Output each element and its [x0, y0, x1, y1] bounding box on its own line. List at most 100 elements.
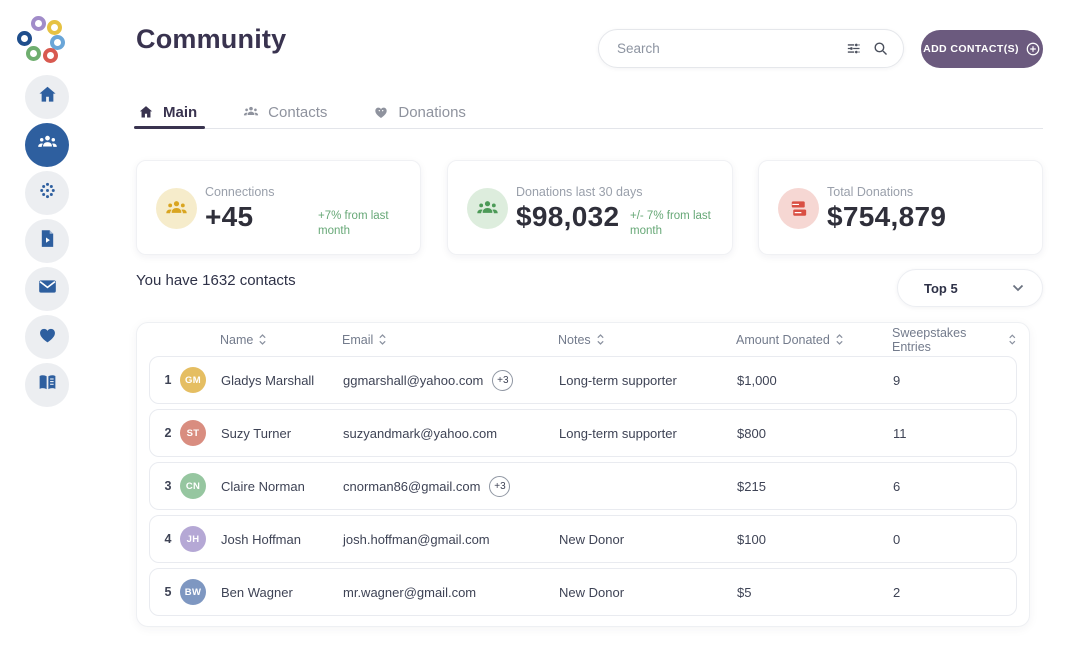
stat-label: Donations last 30 days [516, 185, 643, 199]
avatar: GM [180, 367, 206, 393]
column-header-name[interactable]: Name [220, 333, 342, 347]
add-contacts-button[interactable]: ADD CONTACT(S) [921, 30, 1043, 68]
contact-notes: Long-term supporter [559, 372, 677, 388]
stat-label: Total Donations [827, 185, 914, 199]
contact-notes: New Donor [559, 584, 625, 600]
contact-name: Ben Wagner [221, 584, 293, 600]
sort-icon [836, 334, 843, 345]
sidebar-item-mail[interactable] [25, 267, 69, 311]
stat-trend: +7% from last month [318, 209, 389, 238]
sort-icon [597, 334, 604, 345]
contact-name: Claire Norman [221, 478, 305, 494]
home-icon [138, 104, 154, 120]
email-extra-badge[interactable]: +3 [489, 475, 511, 497]
amount-donated: $5 [737, 584, 752, 600]
sort-icon [379, 334, 386, 345]
mail-icon [37, 276, 58, 302]
column-header-notes[interactable]: Notes [558, 333, 736, 347]
sidebar [0, 0, 96, 659]
sort-icon [1009, 334, 1016, 345]
network-dots-icon [37, 180, 58, 206]
heart-icon [37, 324, 58, 350]
plus-circle-icon [1025, 41, 1041, 57]
stat-label: Connections [205, 185, 275, 199]
sidebar-item-network[interactable] [25, 171, 69, 215]
logo-ring-yellow [47, 20, 62, 35]
sweepstakes-entries: 6 [893, 478, 901, 494]
logo-ring-purple [31, 16, 46, 31]
page-title: Community [136, 24, 287, 54]
tab-main-label: Main [163, 103, 198, 121]
tab-donations-label: Donations [398, 103, 466, 121]
avatar: CN [180, 473, 206, 499]
avatar: ST [180, 420, 206, 446]
sweepstakes-entries: 2 [893, 584, 901, 600]
search-input[interactable] [617, 41, 835, 56]
tab-contacts-label: Contacts [268, 103, 328, 121]
stat-value: $98,032 [516, 201, 620, 232]
home-icon [37, 84, 58, 110]
logo-ring-skyblue [50, 35, 65, 50]
column-label: Sweepstakes Entries [892, 325, 967, 354]
logo-ring-navy [17, 31, 32, 46]
donation-books-icon [778, 188, 819, 229]
row-rank: 2 [164, 426, 172, 440]
document-icon [37, 228, 58, 254]
people-icon [243, 104, 259, 120]
amount-donated: $215 [737, 478, 766, 494]
sidebar-item-documents[interactable] [25, 219, 69, 263]
column-header-amount-donated[interactable]: Amount Donated [736, 333, 892, 347]
sweepstakes-entries: 0 [893, 531, 901, 547]
column-header-email[interactable]: Email [342, 333, 558, 347]
table-row[interactable]: 1 GM Gladys Marshall ggmarshall@yahoo.co… [149, 356, 1017, 404]
book-icon [37, 372, 58, 398]
stat-card-donations-30-days: Donations last 30 days $98,032 +/- 7% fr… [447, 160, 733, 255]
amount-donated: $100 [737, 531, 766, 547]
community-rings-logo [16, 16, 70, 66]
contact-email: mr.wagner@gmail.com [343, 584, 477, 600]
column-label: Amount Donated [736, 332, 830, 347]
contacts-summary: You have 1632 contacts [136, 272, 296, 289]
table-rows: 1 GM Gladys Marshall ggmarshall@yahoo.co… [149, 356, 1017, 616]
email-extra-badge[interactable]: +3 [492, 369, 514, 391]
contact-email: josh.hoffman@gmail.com [343, 531, 490, 547]
sidebar-nav [25, 75, 69, 407]
tab-main[interactable]: Main [133, 92, 206, 129]
table-header: Name Email Notes Amount Donated Sweepsta… [149, 323, 1017, 356]
sidebar-item-favorites[interactable] [25, 315, 69, 359]
row-rank: 5 [164, 585, 172, 599]
tab-bar: Main Contacts Donations [133, 92, 1043, 129]
amount-donated: $800 [737, 425, 766, 441]
table-row[interactable]: 2 ST Suzy Turner suzyandmark@yahoo.com L… [149, 409, 1017, 457]
sort-icon [259, 334, 266, 345]
table-row[interactable]: 5 BW Ben Wagner mr.wagner@gmail.com New … [149, 568, 1017, 616]
tab-contacts[interactable]: Contacts [241, 92, 329, 128]
sidebar-item-home[interactable] [25, 75, 69, 119]
column-header-sweepstakes-entries[interactable]: Sweepstakes Entries [892, 326, 1017, 354]
chevron-down-icon [1012, 284, 1024, 292]
top5-dropdown-value: Top 5 [924, 280, 958, 296]
filter-sliders-icon[interactable] [845, 40, 862, 57]
tab-donations[interactable]: Donations [371, 92, 468, 128]
logo-ring-red [43, 48, 58, 63]
people-group-icon [467, 188, 508, 229]
row-rank: 3 [164, 479, 172, 493]
logo-ring-green [26, 46, 41, 61]
top5-dropdown[interactable]: Top 5 [897, 269, 1043, 307]
amount-donated: $1,000 [737, 372, 777, 388]
contact-notes: Long-term supporter [559, 425, 677, 441]
sidebar-item-library[interactable] [25, 363, 69, 407]
contact-notes: New Donor [559, 531, 625, 547]
sidebar-item-community[interactable] [25, 123, 69, 167]
contact-email: cnorman86@gmail.com [343, 478, 481, 494]
table-row[interactable]: 4 JH Josh Hoffman josh.hoffman@gmail.com… [149, 515, 1017, 563]
table-row[interactable]: 3 CN Claire Norman cnorman86@gmail.com +3… [149, 462, 1017, 510]
column-label: Name [220, 332, 254, 347]
heart-icon [373, 104, 389, 120]
community-people-icon [37, 132, 58, 158]
search-icon[interactable] [872, 40, 889, 57]
contact-email: suzyandmark@yahoo.com [343, 425, 498, 441]
avatar: JH [180, 526, 206, 552]
people-group-icon [156, 188, 197, 229]
